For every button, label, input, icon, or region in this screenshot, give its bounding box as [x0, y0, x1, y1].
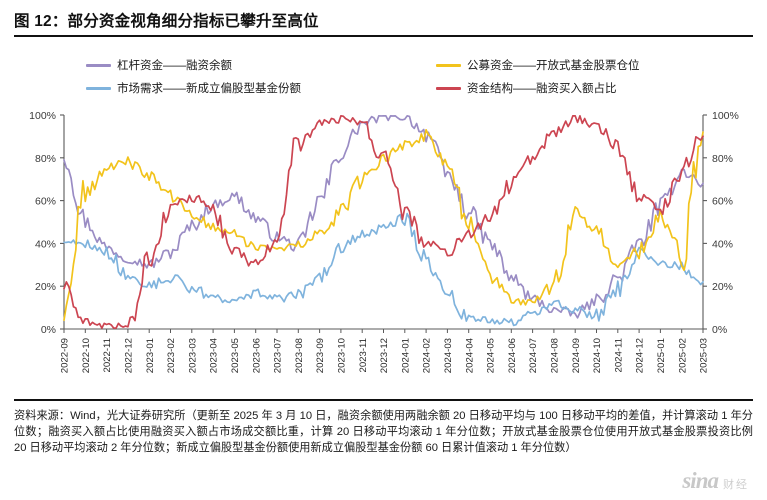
x-axis-tick-2024-08: 2024-08 [550, 338, 561, 373]
series-line-3 [63, 115, 704, 329]
legend-line-icon-0 [86, 63, 111, 67]
x-axis-tick-2022-11: 2022-11 [102, 338, 113, 373]
source-footnote: 资料来源：Wind，光大证券研究所（更新至 2025 年 3 月 10 日，融资… [14, 409, 753, 454]
series-line-2 [63, 128, 704, 322]
legend-label-1: 市场需求——新成立偏股型基金份额 [117, 83, 301, 95]
figure-title-row: 图 12：部分资金视角细分指标已攀升至高位 [14, 0, 753, 43]
x-axis-tick-2023-09: 2023-09 [315, 338, 326, 373]
legend-label-0: 杠杆资金——融资余额 [117, 60, 232, 72]
y-axis-right-tick-4: 80% [712, 153, 733, 165]
y-axis-left-tick-4: 80% [35, 153, 56, 165]
watermark-sub: 财经 [723, 479, 749, 491]
x-axis-tick-2022-10: 2022-10 [81, 338, 92, 373]
x-axis-tick-2024-04: 2024-04 [464, 337, 475, 373]
x-axis-tick-2024-06: 2024-06 [507, 338, 518, 373]
x-axis-tick-2023-05: 2023-05 [230, 338, 241, 373]
y-axis-right-tick-2: 40% [712, 238, 733, 250]
footnote-divider [14, 399, 753, 401]
x-axis-tick-2023-02: 2023-02 [166, 338, 177, 373]
watermark-main: sina [682, 468, 719, 493]
y-axis-left-tick-0: 0% [41, 324, 56, 336]
series-line-1 [63, 212, 704, 327]
series-line-0 [63, 115, 704, 319]
y-axis-right-tick-0: 0% [712, 324, 727, 336]
legend-item-0: 杠杆资金——融资余额 [86, 57, 232, 73]
x-axis-tick-2022-12: 2022-12 [124, 338, 135, 373]
watermark: sina 财经 [682, 468, 749, 494]
x-axis-tick-2025-02: 2025-02 [677, 338, 688, 373]
y-axis-left-tick-5: 100% [29, 110, 56, 122]
legend-label-2: 公募资金——开放式基金股票仓位 [467, 60, 640, 72]
y-axis-right-tick-1: 20% [712, 281, 733, 293]
x-axis-tick-2024-07: 2024-07 [528, 338, 539, 373]
legend-item-1: 市场需求——新成立偏股型基金份额 [86, 80, 301, 96]
x-axis-tick-2023-06: 2023-06 [251, 338, 262, 373]
page-title: 图 12：部分资金视角细分指标已攀升至高位 [14, 13, 319, 30]
y-axis-right-tick-5: 100% [712, 110, 739, 122]
legend-item-2: 公募资金——开放式基金股票仓位 [436, 57, 640, 73]
y-axis-left-tick-3: 60% [35, 196, 56, 208]
legend-item-3: 资金结构——融资买入额占比 [436, 80, 617, 96]
x-axis-tick-2025-01: 2025-01 [656, 338, 667, 373]
x-axis-tick-2024-02: 2024-02 [422, 338, 433, 373]
x-axis-tick-2024-09: 2024-09 [571, 338, 582, 373]
x-axis-tick-2023-12: 2023-12 [379, 338, 390, 373]
line-chart: 0% 0% 20% 20% 40% 40% 60% 60% 80% 80% 100% 100% 2022… [29, 110, 739, 373]
x-axis-tick-2023-08: 2023-08 [294, 338, 305, 373]
x-axis-tick-2023-01: 2023-01 [145, 338, 156, 373]
x-axis-tick-2024-12: 2024-12 [635, 338, 646, 373]
y-axis-right-tick-3: 60% [712, 196, 733, 208]
x-axis-tick-2023-03: 2023-03 [187, 338, 198, 373]
title-divider [14, 35, 753, 37]
x-axis-tick-2023-04: 2023-04 [209, 337, 220, 373]
x-axis-tick-2024-05: 2024-05 [486, 338, 497, 373]
y-axis-left-tick-1: 20% [35, 281, 56, 293]
legend-line-icon-2 [436, 63, 461, 67]
legend-line-icon-3 [436, 86, 461, 90]
x-axis-tick-2022-09: 2022-09 [60, 338, 71, 373]
legend-label-3: 资金结构——融资买入额占比 [467, 83, 617, 95]
x-axis-tick-2025-03: 2025-03 [699, 338, 710, 373]
x-axis-tick-2024-01: 2024-01 [400, 338, 411, 373]
x-axis-tick-2024-03: 2024-03 [443, 338, 454, 373]
legend-line-icon-1 [86, 86, 111, 90]
x-axis-tick-2024-11: 2024-11 [613, 338, 624, 373]
x-axis-tick-2023-11: 2023-11 [358, 338, 369, 373]
y-axis-left-tick-2: 40% [35, 238, 56, 250]
chart-legend: 杠杆资金——融资余额 市场需求——新成立偏股型基金份额 公募资金——开放式基金股… [14, 57, 753, 105]
chart-container: 0% 0% 20% 20% 40% 40% 60% 60% 80% 80% 100% 100% 2022… [14, 107, 753, 397]
x-axis-tick-2023-07: 2023-07 [273, 338, 284, 373]
x-axis-tick-2024-10: 2024-10 [592, 338, 603, 373]
x-axis-tick-2023-10: 2023-10 [337, 338, 348, 373]
